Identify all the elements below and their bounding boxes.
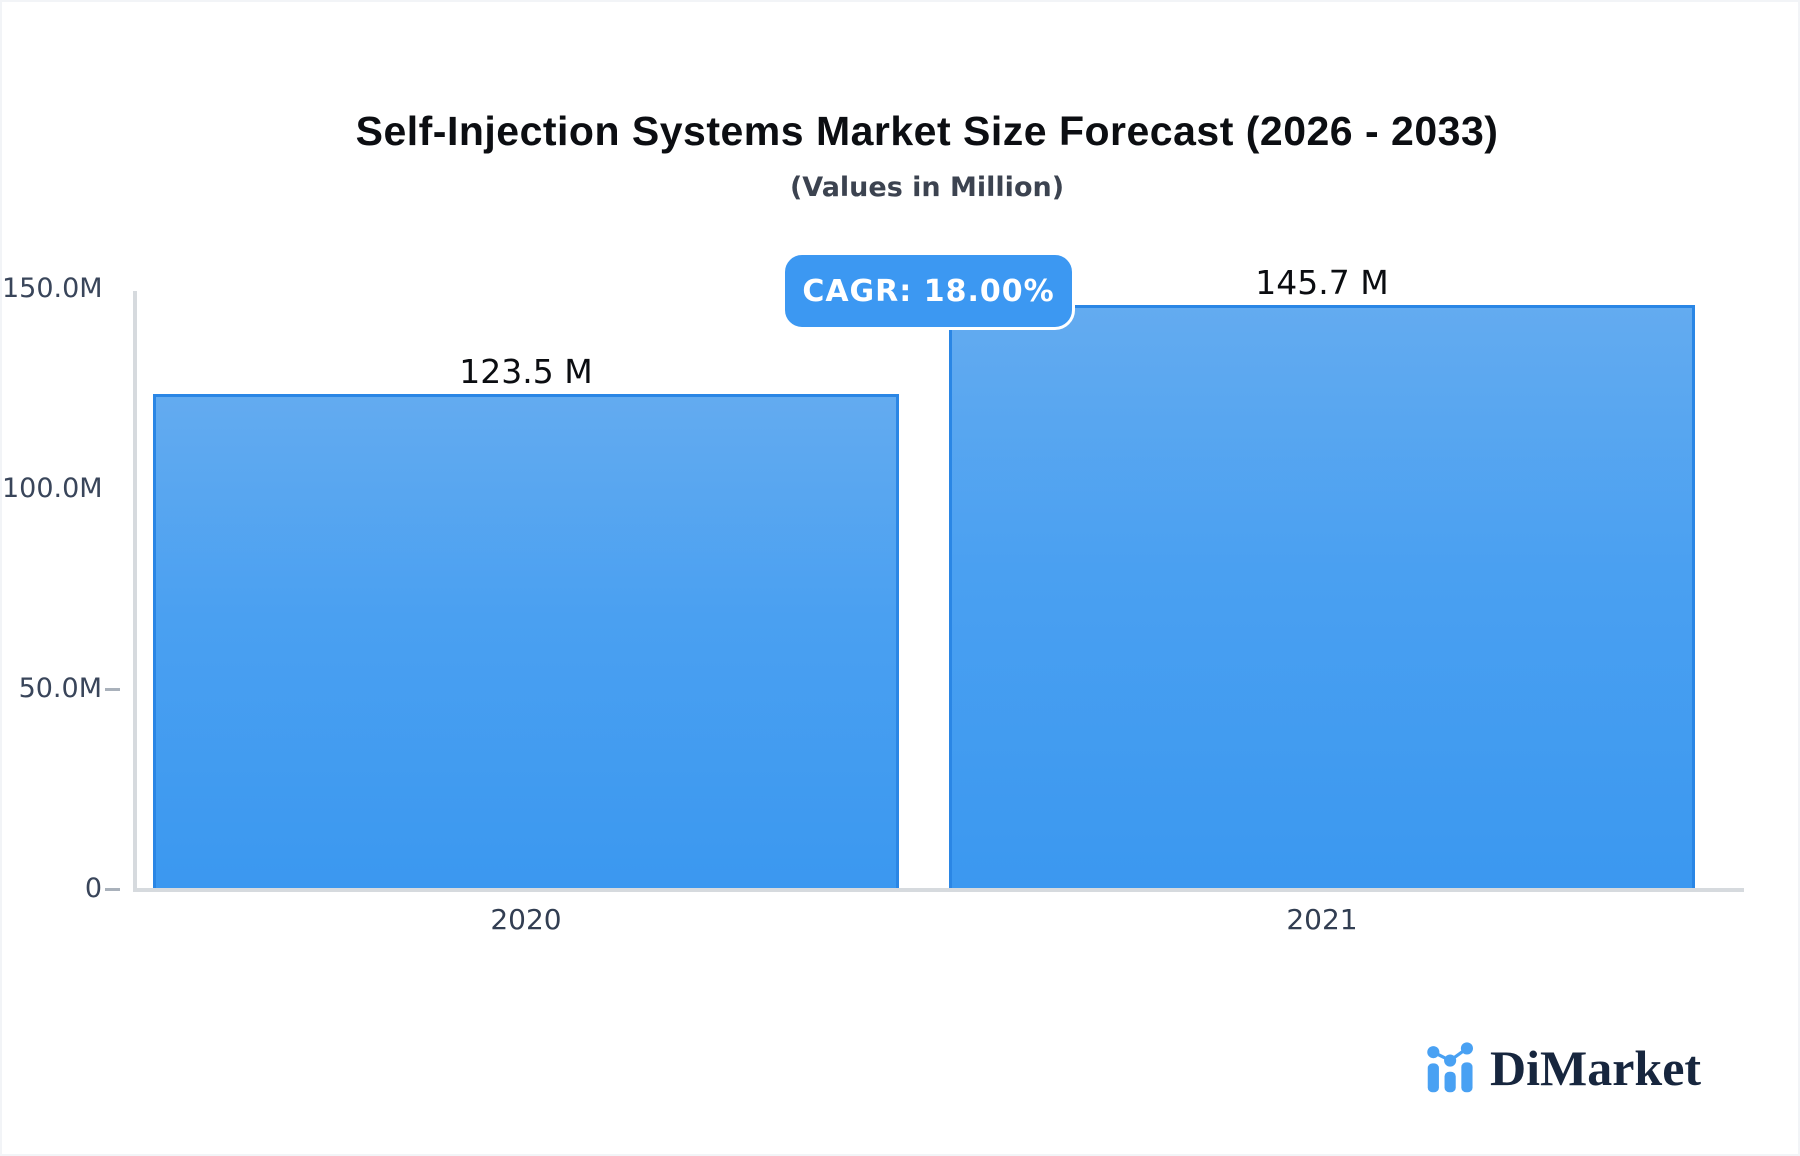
y-axis-label-0: 0 (84, 873, 102, 904)
y-axis-label-150m: 150.0M (2, 273, 103, 304)
y-tick-0 (105, 888, 120, 891)
y-tick-50m (105, 688, 120, 691)
chart-title: Self-Injection Systems Market Size Forec… (355, 108, 1499, 154)
y-axis-label-100m: 100.0M (2, 473, 103, 504)
cagr-badge-label: CAGR: 18.00% (802, 273, 1055, 309)
bar-2020 (153, 394, 899, 888)
bar-chart-logo-icon (1424, 1040, 1480, 1096)
bar-value-label-2020: 123.5 M (459, 352, 593, 391)
bar-value-label-2021: 145.7 M (1255, 263, 1389, 302)
brand-watermark: DiMarket (1424, 1040, 1701, 1096)
chart-subtitle: (Values in Million) (789, 172, 1065, 203)
x-axis-label-2021: 2021 (1286, 903, 1358, 936)
x-axis-label-2020: 2020 (490, 903, 562, 936)
bar-2021 (949, 305, 1695, 888)
y-axis-label-50m: 50.0M (18, 673, 102, 704)
y-axis-line (133, 291, 137, 891)
x-axis-line (133, 888, 1744, 892)
cagr-badge: CAGR: 18.00% (782, 252, 1075, 330)
brand-name: DiMarket (1490, 1040, 1702, 1096)
